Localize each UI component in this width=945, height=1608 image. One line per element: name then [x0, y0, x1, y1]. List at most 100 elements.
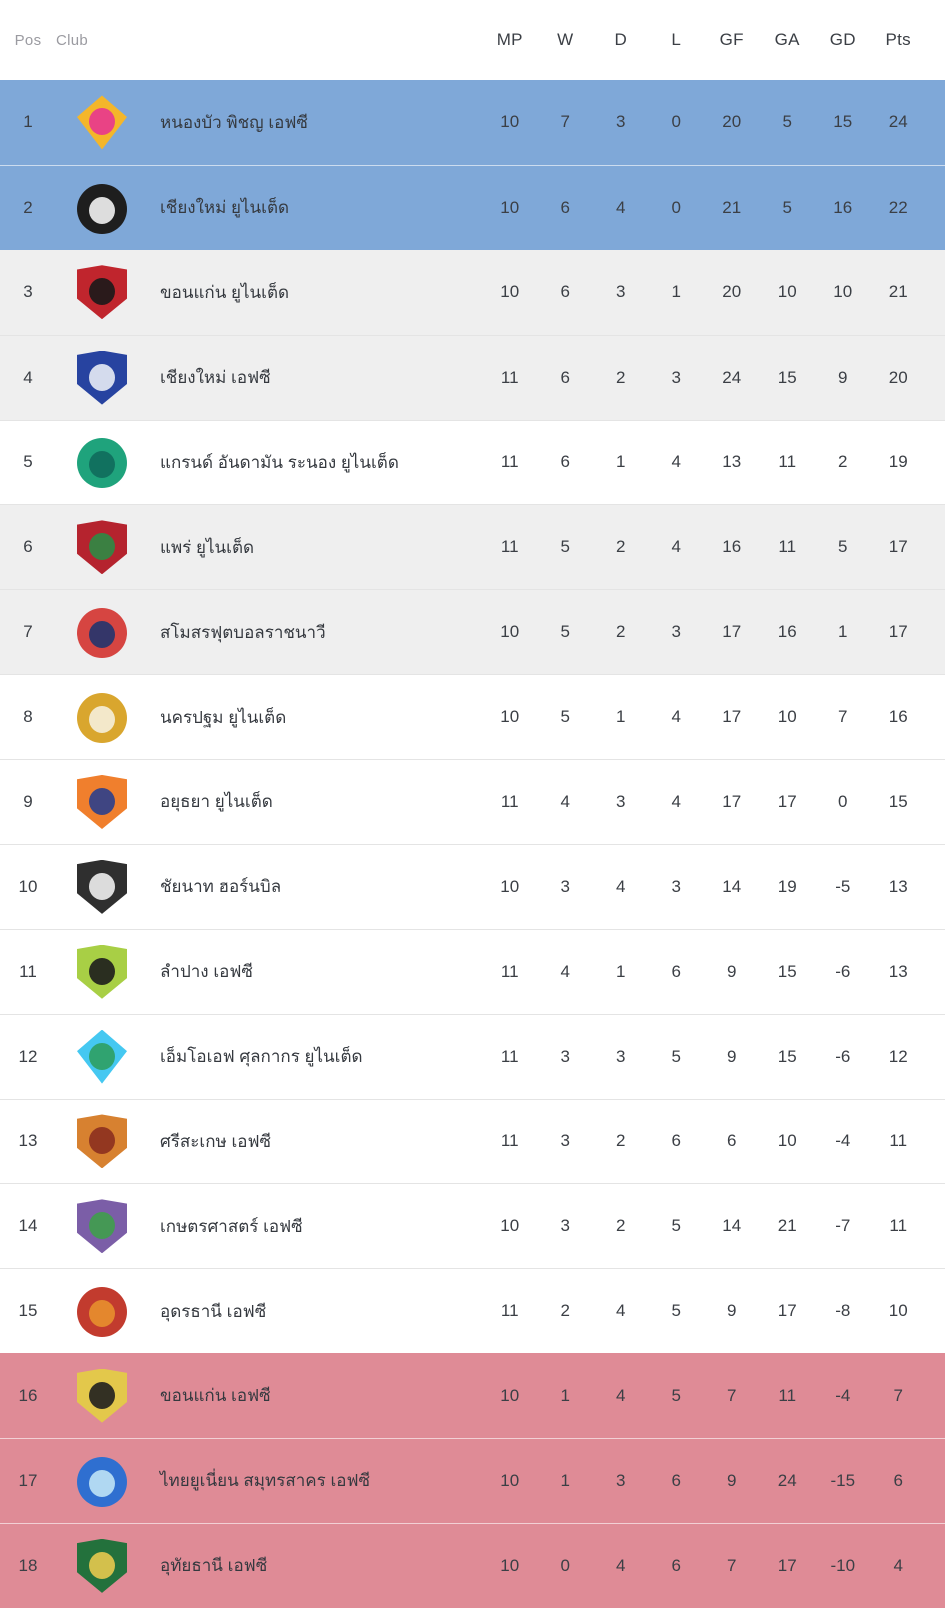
stat-w: 1: [560, 1470, 570, 1490]
stat-gf: 17: [722, 791, 742, 811]
club-crest-icon: [77, 1538, 127, 1593]
stat-d: 2: [616, 1216, 626, 1236]
club-name[interactable]: ขอนแก่น ยูไนเต็ด: [160, 282, 290, 302]
table-row[interactable]: 14 เกษตรศาสตร์ เอฟซี 10 3 2 5 14 21 -7 1…: [0, 1183, 945, 1269]
club-name[interactable]: เกษตรศาสตร์ เอฟซี: [160, 1216, 303, 1236]
club-name[interactable]: ลำปาง เอฟซี: [160, 962, 253, 982]
stat-ga: 21: [777, 1216, 797, 1236]
club-name[interactable]: ขอนแก่น เอฟซี: [160, 1386, 271, 1406]
stat-d: 4: [616, 876, 626, 896]
team-position: 13: [18, 1131, 38, 1151]
table-row[interactable]: 7 สโมสรฟุตบอลราชนาวี 10 5 2 3 17 16 1 17: [0, 589, 945, 675]
stat-gd: -7: [835, 1216, 851, 1236]
table-row[interactable]: 5 แกรนด์ อันดามัน ระนอง ยูไนเต็ด 11 6 1 …: [0, 419, 945, 505]
crest-cell: [56, 436, 148, 489]
stat-l: 3: [671, 876, 681, 896]
stat-l: 5: [671, 1046, 681, 1066]
team-position: 9: [23, 791, 33, 811]
stat-mp: 11: [500, 1046, 519, 1066]
stat-gf: 14: [722, 1216, 742, 1236]
club-name[interactable]: อยุธยา ยูไนเต็ด: [160, 792, 273, 812]
header-gf: GF: [719, 30, 744, 49]
club-name[interactable]: อุทัยธานี เอฟซี: [160, 1556, 268, 1576]
table-row[interactable]: 4 เชียงใหม่ เอฟซี 11 6 2 3 24 15 9 20: [0, 334, 945, 420]
stat-gf: 17: [722, 707, 742, 727]
stat-l: 6: [671, 1555, 681, 1575]
header-pos: Pos: [14, 31, 42, 49]
team-position: 2: [23, 197, 33, 217]
club-name[interactable]: เชียงใหม่ ยูไนเต็ด: [160, 198, 290, 218]
stat-w: 6: [560, 282, 570, 302]
stat-gf: 14: [722, 876, 742, 896]
stat-l: 3: [671, 367, 681, 387]
team-position: 11: [19, 961, 37, 981]
stat-d: 2: [616, 537, 626, 557]
club-name[interactable]: เอ็มโอเอฟ ศุลกากร ยูไนเต็ด: [160, 1047, 363, 1067]
stat-d: 3: [616, 112, 626, 132]
stat-gd: 9: [838, 367, 848, 387]
club-name[interactable]: หนองบัว พิชญ เอฟซี: [160, 112, 308, 132]
stat-pts: 13: [888, 876, 908, 896]
crest-cell: [56, 520, 148, 575]
stat-w: 0: [560, 1555, 570, 1575]
stat-gf: 9: [727, 961, 737, 981]
stat-w: 6: [560, 367, 570, 387]
stat-ga: 17: [777, 1555, 797, 1575]
club-name[interactable]: ไทยยูเนี่ยน สมุทรสาคร เอฟซี: [160, 1471, 371, 1491]
club-name[interactable]: อุดรธานี เอฟซี: [160, 1301, 267, 1321]
table-row[interactable]: 1 หนองบัว พิชญ เอฟซี 10 7 3 0 20 5 15 24: [0, 80, 945, 165]
club-name[interactable]: แพร่ ยูไนเต็ด: [160, 537, 255, 557]
table-row[interactable]: 10 ชัยนาท ฮอร์นบิล 10 3 4 3 14 19 -5 13: [0, 843, 945, 929]
stat-d: 3: [616, 791, 626, 811]
stat-gf: 17: [722, 622, 742, 642]
club-name[interactable]: ศรีสะเกษ เอฟซี: [160, 1131, 272, 1151]
team-position: 17: [18, 1470, 38, 1490]
table-row[interactable]: 6 แพร่ ยูไนเต็ด 11 5 2 4 16 11 5 17: [0, 504, 945, 590]
table-row[interactable]: 8 นครปฐม ยูไนเต็ด 10 5 1 4 17 10 7 16: [0, 674, 945, 759]
club-name[interactable]: แกรนด์ อันดามัน ระนอง ยูไนเต็ด: [160, 452, 399, 472]
club-crest-icon: [77, 520, 127, 575]
stat-l: 6: [671, 961, 681, 981]
stat-ga: 15: [777, 1046, 797, 1066]
table-row[interactable]: 2 เชียงใหม่ ยูไนเต็ด 10 6 4 0 21 5 16 22: [0, 164, 945, 250]
stat-ga: 10: [777, 282, 797, 302]
table-row[interactable]: 15 อุดรธานี เอฟซี 11 2 4 5 9 17 -8 10: [0, 1268, 945, 1354]
stat-gf: 9: [727, 1470, 737, 1490]
stat-mp: 10: [500, 622, 520, 642]
club-name[interactable]: สโมสรฟุตบอลราชนาวี: [160, 622, 326, 642]
stat-mp: 10: [500, 112, 520, 132]
club-name[interactable]: นครปฐม ยูไนเต็ด: [160, 707, 287, 727]
stat-gd: -4: [835, 1385, 851, 1405]
table-row[interactable]: 12 เอ็มโอเอฟ ศุลกากร ยูไนเต็ด 11 3 3 5 9…: [0, 1013, 945, 1099]
stat-pts: 16: [888, 707, 908, 727]
stat-w: 4: [560, 961, 570, 981]
table-row[interactable]: 16 ขอนแก่น เอฟซี 10 1 4 5 7 11 -4 7: [0, 1353, 945, 1438]
table-row[interactable]: 13 ศรีสะเกษ เอฟซี 11 3 2 6 6 10 -4 11: [0, 1098, 945, 1184]
stat-d: 2: [616, 367, 626, 387]
stat-pts: 6: [893, 1470, 903, 1490]
stat-w: 5: [560, 707, 570, 727]
header-l: L: [671, 30, 682, 49]
team-position: 7: [23, 622, 33, 642]
crest-cell: [56, 944, 148, 999]
club-crest-icon: [77, 774, 127, 829]
table-row[interactable]: 9 อยุธยา ยูไนเต็ด 11 4 3 4 17 17 0 15: [0, 759, 945, 844]
table-row[interactable]: 11 ลำปาง เอฟซี 11 4 1 6 9 15 -6 13: [0, 928, 945, 1014]
stat-gf: 20: [722, 282, 742, 302]
table-row[interactable]: 18 อุทัยธานี เอฟซี 10 0 4 6 7 17 -10 4: [0, 1522, 945, 1608]
team-position: 16: [18, 1385, 38, 1405]
club-name[interactable]: เชียงใหม่ เอฟซี: [160, 368, 271, 388]
stat-gf: 7: [727, 1385, 737, 1405]
stat-ga: 10: [777, 707, 797, 727]
stat-pts: 7: [893, 1385, 903, 1405]
table-row[interactable]: 17 ไทยยูเนี่ยน สมุทรสาคร เอฟซี 10 1 3 6 …: [0, 1438, 945, 1523]
team-position: 1: [23, 112, 33, 132]
header-d: D: [614, 30, 628, 49]
crest-cell: [56, 774, 148, 829]
club-name[interactable]: ชัยนาท ฮอร์นบิล: [160, 877, 282, 897]
stat-w: 3: [560, 876, 570, 896]
table-row[interactable]: 3 ขอนแก่น ยูไนเต็ด 10 6 3 1 20 10 10 21: [0, 249, 945, 335]
crest-cell: [56, 859, 148, 914]
